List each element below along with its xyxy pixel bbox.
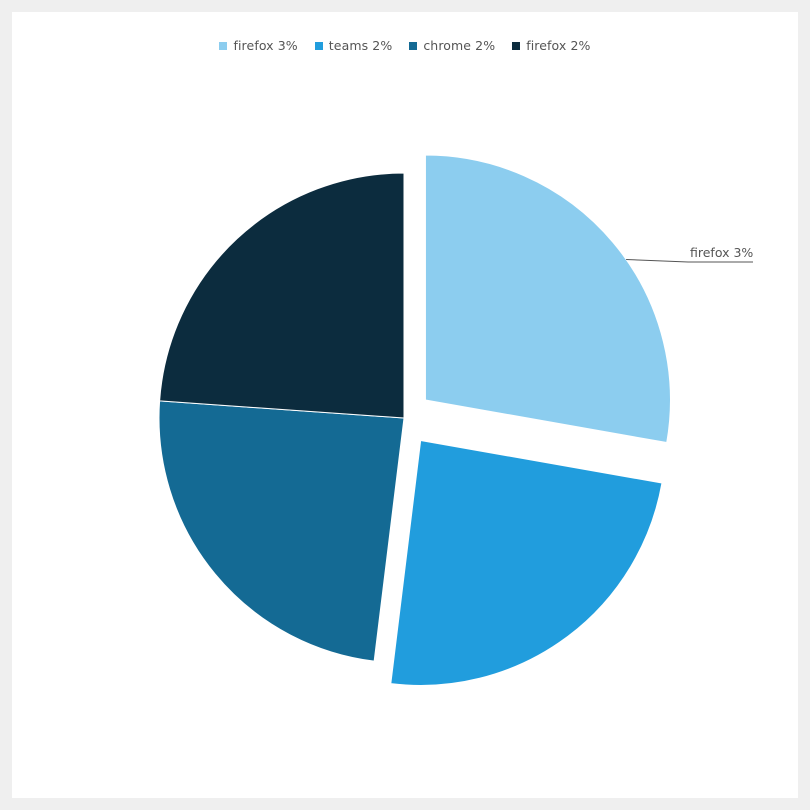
legend-item[interactable]: firefox 3% [219, 38, 298, 53]
legend-item-label: firefox 2% [526, 38, 591, 53]
legend-item[interactable]: firefox 2% [512, 38, 590, 53]
callout-leader-line [626, 259, 753, 263]
legend-item-label: chrome 2% [423, 38, 496, 53]
pie-slice[interactable]: firefox 2% [159, 172, 405, 419]
pie-slice[interactable]: teams 2% [390, 440, 663, 686]
pie-chart: firefox 3%teams 2%chrome 2%firefox 2% fi… [158, 154, 753, 686]
legend-item[interactable]: chrome 2% [409, 38, 495, 53]
pie-slice[interactable]: firefox 3% [424, 154, 671, 444]
pie-slice[interactable]: chrome 2% [158, 400, 405, 662]
pie-callouts: firefox 3% [626, 245, 753, 263]
legend-swatch-icon [314, 41, 323, 50]
chart-card: firefox 3%teams 2%chrome 2%firefox 2% fi… [12, 12, 798, 798]
legend-item-label: firefox 3% [233, 38, 298, 53]
chart-legend: firefox 3% teams 2% chrome 2% firefox 2% [12, 38, 798, 53]
legend-swatch-icon [512, 41, 521, 50]
legend-swatch-icon [219, 41, 228, 50]
callout-label: firefox 3% [690, 245, 753, 260]
legend-swatch-icon [409, 41, 418, 50]
legend-item[interactable]: teams 2% [314, 38, 393, 53]
legend-item-label: teams 2% [328, 38, 393, 53]
pie-slices: firefox 3%teams 2%chrome 2%firefox 2% [158, 154, 671, 686]
